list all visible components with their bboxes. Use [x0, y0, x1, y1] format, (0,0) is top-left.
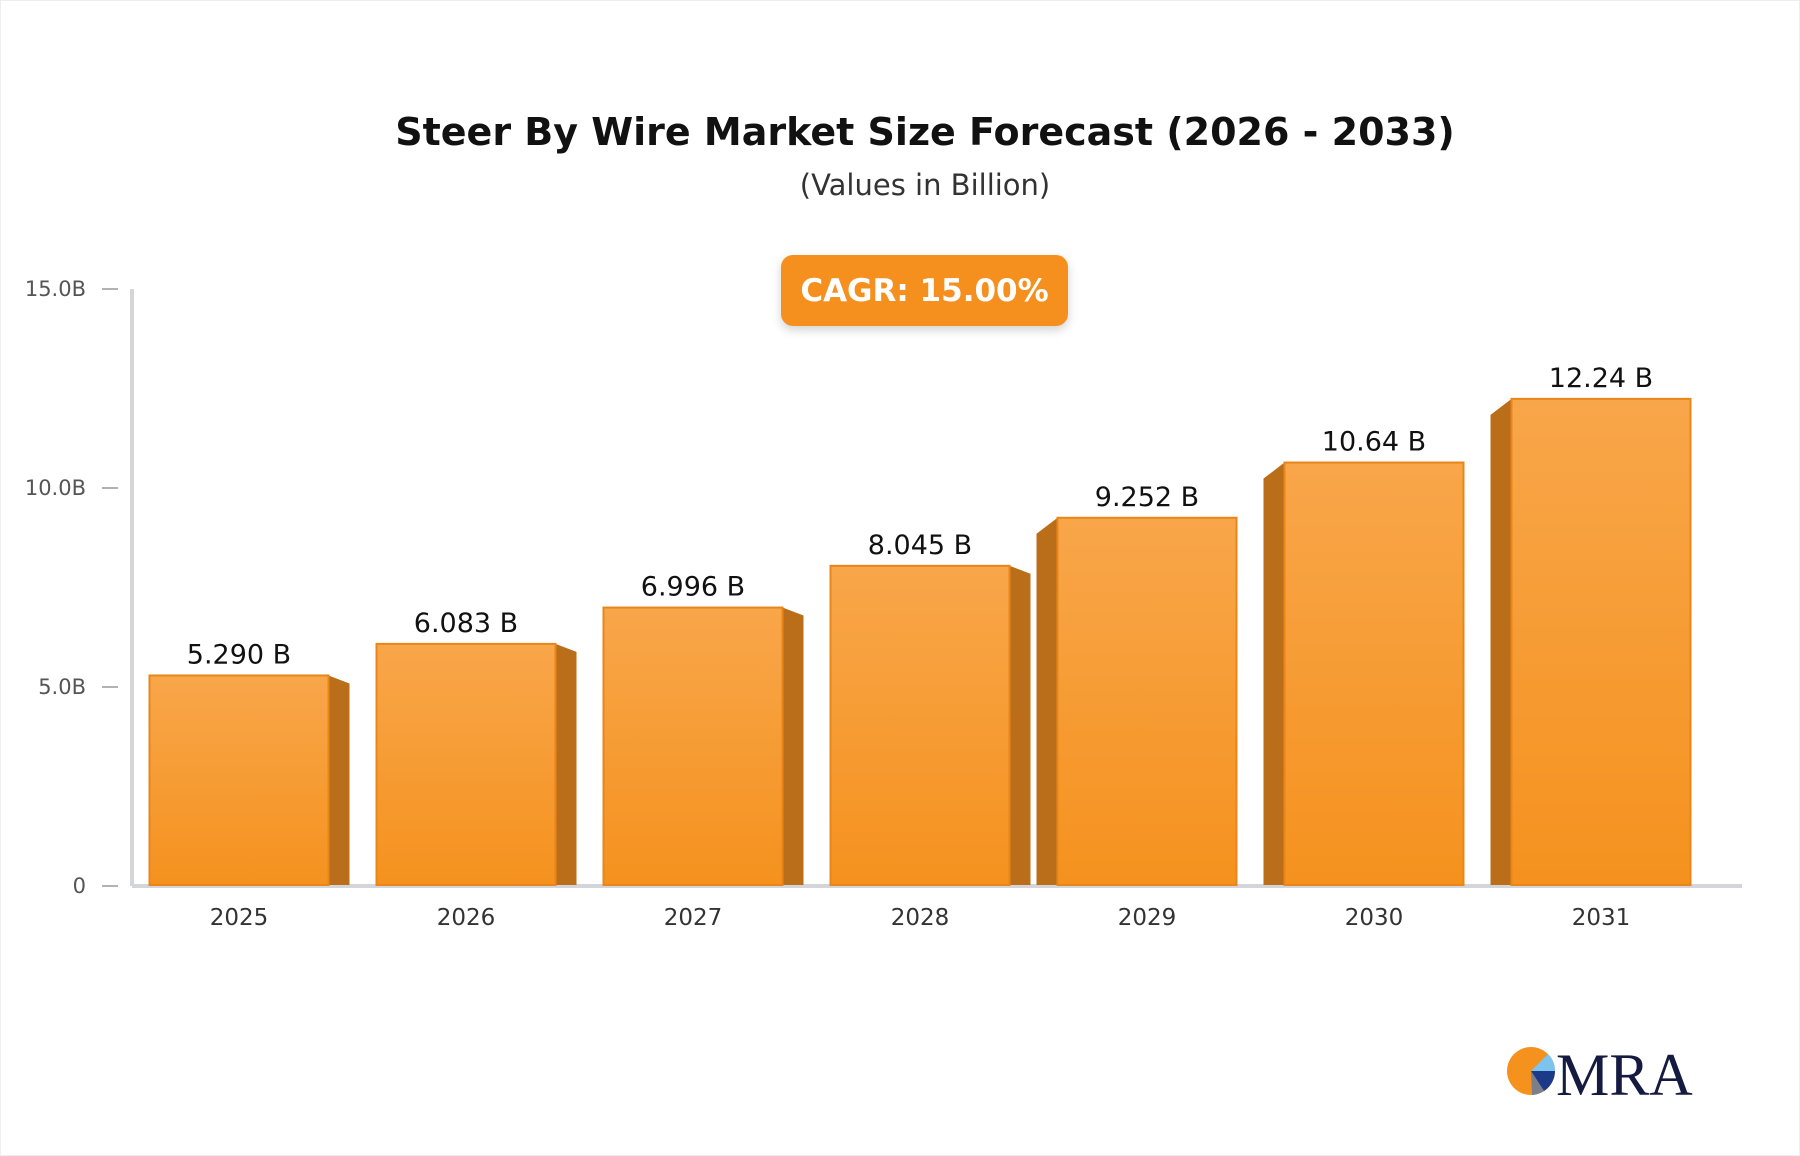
- data-label: 12.24 B: [1549, 363, 1653, 394]
- x-tick-label: 2030: [1345, 905, 1404, 931]
- x-tick-label: 2031: [1572, 905, 1631, 931]
- data-label: 10.64 B: [1322, 427, 1426, 458]
- bar: [1056, 516, 1238, 886]
- bar: [1283, 461, 1465, 886]
- bar: [1510, 397, 1692, 886]
- bar-side: [555, 643, 577, 885]
- bar-side: [1009, 565, 1031, 885]
- y-tick-label: 10.0B: [25, 476, 86, 500]
- svg-text:MRA: MRA: [1556, 1042, 1693, 1100]
- bar: [148, 674, 330, 887]
- data-label: 6.083 B: [414, 608, 518, 639]
- x-tick-label: 2026: [437, 905, 496, 931]
- x-tick-label: 2028: [891, 905, 950, 931]
- x-tick-label: 2029: [1118, 905, 1177, 931]
- bar-side: [328, 675, 350, 885]
- bar-side: [1263, 462, 1285, 885]
- y-tick-label: 5.0B: [38, 675, 86, 699]
- mra-logo: MRA: [1504, 1040, 1704, 1100]
- data-label: 9.252 B: [1095, 482, 1199, 513]
- x-tick-label: 2025: [210, 905, 269, 931]
- bar: [375, 642, 557, 886]
- bar: [829, 564, 1011, 887]
- y-tick-label: 15.0B: [25, 277, 86, 301]
- bar-side: [782, 607, 804, 885]
- data-label: 6.996 B: [641, 572, 745, 603]
- mra-logo-icon: MRA: [1507, 1042, 1693, 1100]
- x-tick-label: 2027: [664, 905, 723, 931]
- cagr-badge: CAGR: 15.00%: [781, 255, 1068, 326]
- bar: [602, 606, 784, 886]
- bar-side: [1036, 517, 1058, 885]
- chart-title: Steer By Wire Market Size Forecast (2026…: [395, 110, 1455, 154]
- data-label: 8.045 B: [868, 530, 972, 561]
- bar-side: [1490, 398, 1512, 885]
- y-tick-label: 0: [73, 874, 86, 898]
- data-label: 5.290 B: [187, 639, 291, 670]
- chart-subtitle: (Values in Billion): [799, 168, 1051, 202]
